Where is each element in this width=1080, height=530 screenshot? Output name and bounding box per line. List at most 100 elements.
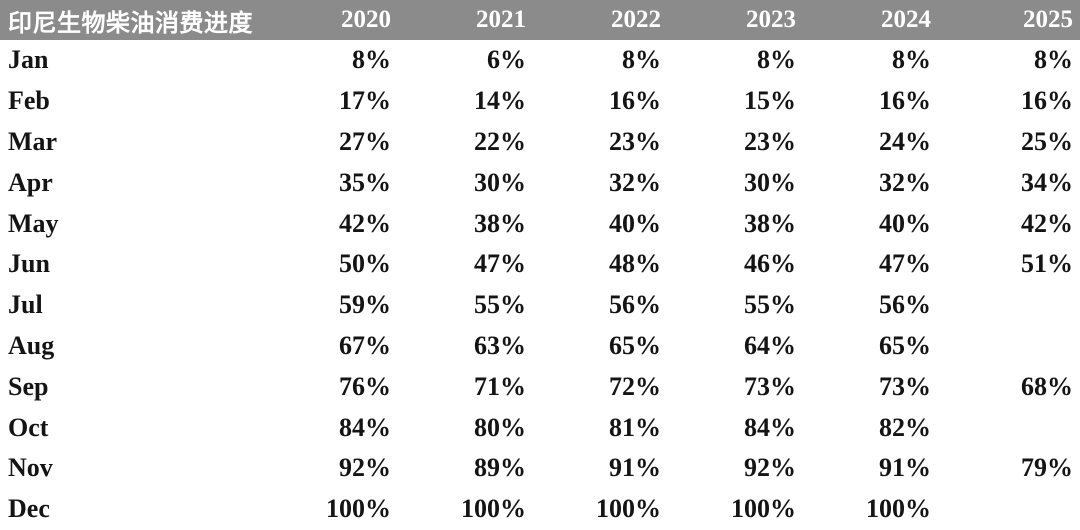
value-cell: 42% (1021, 208, 1073, 238)
table-row: Aug 67% 63% 65% 64% 65% (0, 326, 1080, 367)
table-row: Mar 27% 22% 23% 23% 24% 25% (0, 122, 1080, 163)
value-cell: 67% (339, 330, 391, 360)
value-cell: 35% (339, 167, 391, 197)
month-label: Mar (8, 126, 58, 156)
value-cell: 32% (879, 167, 931, 197)
value-cell: 100% (326, 494, 391, 524)
value-cell: 42% (339, 208, 391, 238)
table-row: Jan 8% 6% 8% 8% 8% 8% (0, 40, 1080, 81)
value-cell: 65% (879, 330, 931, 360)
value-cell: 100% (866, 494, 931, 524)
value-cell: 92% (339, 453, 391, 483)
value-cell: 63% (474, 330, 526, 360)
month-label: Nov (8, 453, 53, 483)
value-cell (938, 285, 1080, 326)
value-cell: 100% (731, 494, 796, 524)
value-cell: 16% (609, 86, 661, 116)
value-cell: 51% (1021, 249, 1073, 279)
value-cell: 34% (1021, 167, 1073, 197)
value-cell: 68% (1021, 371, 1073, 401)
value-cell: 48% (609, 249, 661, 279)
value-cell: 64% (744, 330, 796, 360)
value-cell: 8% (1034, 45, 1073, 75)
table-title-text: 印尼生物柴油消费进度 (8, 10, 253, 37)
value-cell: 8% (757, 45, 796, 75)
month-label: Jun (8, 249, 50, 279)
value-cell: 38% (474, 208, 526, 238)
value-cell: 23% (609, 126, 661, 156)
value-cell: 8% (352, 45, 391, 75)
month-label: Oct (8, 412, 49, 442)
value-cell: 46% (744, 249, 796, 279)
value-cell: 16% (1021, 86, 1073, 116)
month-label: May (8, 208, 59, 238)
value-cell: 22% (474, 126, 526, 156)
value-cell: 82% (879, 412, 931, 442)
value-cell: 17% (339, 86, 391, 116)
month-label: Dec (8, 494, 50, 524)
value-cell: 40% (609, 208, 661, 238)
value-cell: 8% (892, 45, 931, 75)
value-cell: 30% (474, 167, 526, 197)
value-cell (938, 489, 1080, 530)
value-cell: 73% (744, 371, 796, 401)
value-cell: 72% (609, 371, 661, 401)
value-cell: 91% (609, 453, 661, 483)
table-row: Nov 92% 89% 91% 92% 91% 79% (0, 448, 1080, 489)
year-header-2021: 2021 (398, 0, 533, 40)
value-cell: 84% (339, 412, 391, 442)
value-cell: 16% (879, 86, 931, 116)
value-cell: 55% (744, 290, 796, 320)
table-row: Apr 35% 30% 32% 30% 32% 34% (0, 162, 1080, 203)
month-label: Jul (8, 290, 43, 320)
value-cell: 91% (879, 453, 931, 483)
value-cell: 47% (879, 249, 931, 279)
value-cell: 30% (744, 167, 796, 197)
value-cell: 65% (609, 330, 661, 360)
value-cell: 6% (487, 45, 526, 75)
value-cell: 40% (879, 208, 931, 238)
value-cell: 55% (474, 290, 526, 320)
table-row: Jul 59% 55% 56% 55% 56% (0, 285, 1080, 326)
year-header-2023: 2023 (668, 0, 803, 40)
value-cell: 80% (474, 412, 526, 442)
year-header-2020: 2020 (263, 0, 398, 40)
value-cell: 56% (879, 290, 931, 320)
month-label: Sep (8, 371, 49, 401)
value-cell: 23% (744, 126, 796, 156)
value-cell: 56% (609, 290, 661, 320)
table-body: Jan 8% 6% 8% 8% 8% 8% Feb 17% 14% 16% 15% 16% 16% Mar 2… (0, 40, 1080, 530)
value-cell: 25% (1021, 126, 1073, 156)
month-label: Feb (8, 86, 50, 116)
value-cell: 8% (622, 45, 661, 75)
value-cell: 79% (1021, 453, 1073, 483)
year-header-2022: 2022 (533, 0, 668, 40)
table-title: 印尼生物柴油消费进度 (0, 0, 263, 40)
value-cell: 89% (474, 453, 526, 483)
month-label: Apr (8, 167, 53, 197)
value-cell: 73% (879, 371, 931, 401)
table-row: Oct 84% 80% 81% 84% 82% (0, 407, 1080, 448)
value-cell: 32% (609, 167, 661, 197)
year-header-2025: 2025 (938, 0, 1080, 40)
value-cell: 100% (461, 494, 526, 524)
month-label: Jan (8, 45, 49, 75)
value-cell: 100% (596, 494, 661, 524)
value-cell: 38% (744, 208, 796, 238)
month-label: Aug (8, 330, 55, 360)
value-cell: 27% (339, 126, 391, 156)
value-cell: 92% (744, 453, 796, 483)
value-cell (938, 326, 1080, 367)
table-row: Feb 17% 14% 16% 15% 16% 16% (0, 81, 1080, 122)
table-row: Jun 50% 47% 48% 46% 47% 51% (0, 244, 1080, 285)
value-cell: 76% (339, 371, 391, 401)
table-row: May 42% 38% 40% 38% 40% 42% (0, 203, 1080, 244)
value-cell: 71% (474, 371, 526, 401)
value-cell: 84% (744, 412, 796, 442)
year-header-2024: 2024 (803, 0, 938, 40)
value-cell: 14% (474, 86, 526, 116)
value-cell: 59% (339, 290, 391, 320)
value-cell: 47% (474, 249, 526, 279)
header-row: 印尼生物柴油消费进度 2020 2021 2022 2023 2024 2025 (0, 0, 1080, 40)
